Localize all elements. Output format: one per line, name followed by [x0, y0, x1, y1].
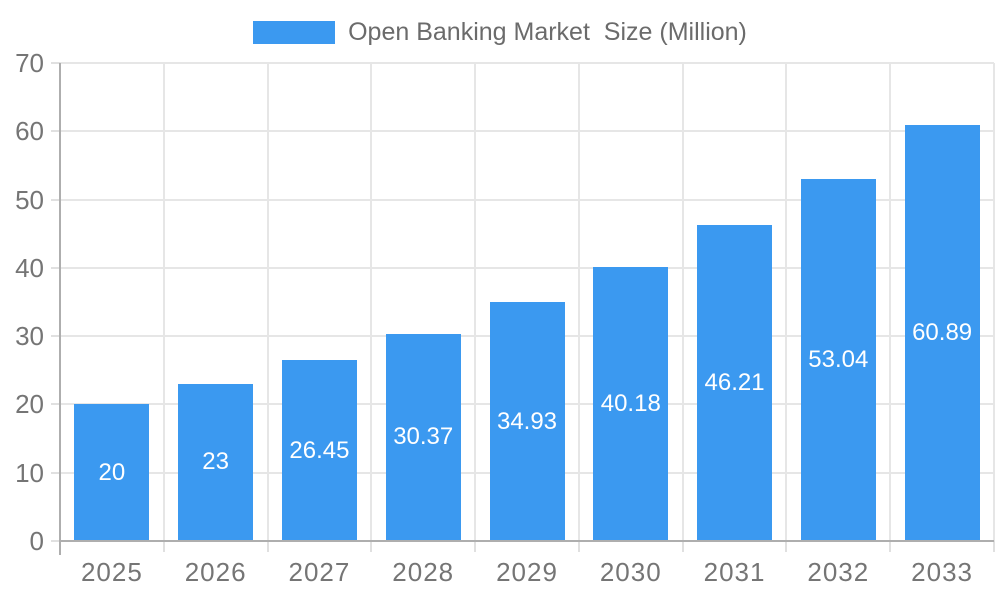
bar-2026: 23	[178, 383, 254, 541]
y-axis-label: 20	[15, 389, 44, 420]
legend-label: Open Banking Market Size (Million)	[348, 18, 747, 46]
y-axis-tick	[51, 471, 60, 474]
bar-2029: 34.93	[489, 302, 565, 541]
x-axis-label: 2033	[911, 557, 974, 587]
bar-2033: 60.89	[904, 125, 980, 541]
x-axis-tick	[681, 541, 684, 552]
v-gridline	[889, 63, 892, 541]
x-axis-tick	[266, 541, 269, 552]
x-axis-label: 2032	[807, 557, 870, 587]
x-axis-line	[60, 540, 994, 542]
bar-2025: 20	[74, 404, 150, 541]
y-axis-tick	[51, 62, 60, 64]
bar-value-label: 23	[202, 448, 229, 476]
v-gridline	[474, 63, 477, 541]
v-gridline	[266, 63, 269, 541]
x-axis-label: 2030	[599, 557, 662, 587]
y-axis-tick	[51, 198, 60, 201]
bar-value-label: 34.93	[496, 407, 558, 435]
y-axis-tick	[51, 130, 60, 133]
bar-value-label: 60.89	[912, 319, 973, 347]
h-gridline	[60, 62, 994, 64]
x-axis-label: 2029	[496, 557, 558, 587]
x-axis-tick	[785, 541, 788, 552]
x-axis-tick	[993, 541, 995, 552]
y-axis-tick	[51, 540, 60, 542]
legend-swatch	[253, 21, 336, 44]
y-axis-label: 0	[29, 526, 44, 556]
x-axis-tick	[577, 541, 580, 552]
v-gridline	[681, 63, 684, 541]
bar-2030: 40.18	[593, 266, 669, 541]
h-gridline	[60, 130, 994, 133]
y-axis-label: 60	[15, 116, 44, 147]
x-axis-label: 2028	[392, 557, 455, 587]
bar-2032: 53.04	[800, 178, 876, 541]
v-gridline	[370, 63, 373, 541]
legend: Open Banking Market Size (Million)	[0, 18, 1000, 46]
x-axis-label: 2026	[184, 557, 247, 587]
h-gridline	[60, 266, 994, 269]
x-axis-label: 2025	[80, 557, 143, 587]
v-gridline	[785, 63, 788, 541]
bar-value-label: 46.21	[704, 369, 765, 397]
bar-2031: 46.21	[697, 225, 773, 541]
bar-2028: 30.37	[385, 333, 461, 541]
y-axis-tick	[51, 403, 60, 406]
v-gridline	[577, 63, 580, 541]
x-axis-tick	[474, 541, 477, 552]
x-axis-label: 2031	[703, 557, 766, 587]
y-axis-label: 30	[15, 321, 44, 352]
bar-value-label: 20	[98, 458, 126, 486]
y-axis-label: 70	[15, 48, 44, 78]
y-axis-tick	[51, 266, 60, 269]
x-axis-tick	[889, 541, 892, 552]
bar-value-label: 30.37	[393, 423, 454, 451]
x-axis-label: 2027	[288, 557, 351, 587]
bar-value-label: 40.18	[600, 389, 661, 417]
y-axis-label: 10	[15, 457, 44, 488]
y-axis-tick	[51, 335, 60, 338]
y-axis-label: 40	[15, 252, 44, 283]
h-gridline	[60, 198, 994, 201]
bar-value-label: 53.04	[808, 345, 869, 373]
y-axis-line	[59, 63, 61, 555]
v-gridline	[993, 63, 995, 541]
x-axis-tick	[370, 541, 373, 552]
x-axis-tick	[162, 541, 165, 552]
v-gridline	[162, 63, 165, 541]
bar-value-label: 26.45	[289, 436, 350, 464]
y-axis-label: 50	[15, 184, 44, 215]
bar-2027: 26.45	[281, 360, 357, 541]
